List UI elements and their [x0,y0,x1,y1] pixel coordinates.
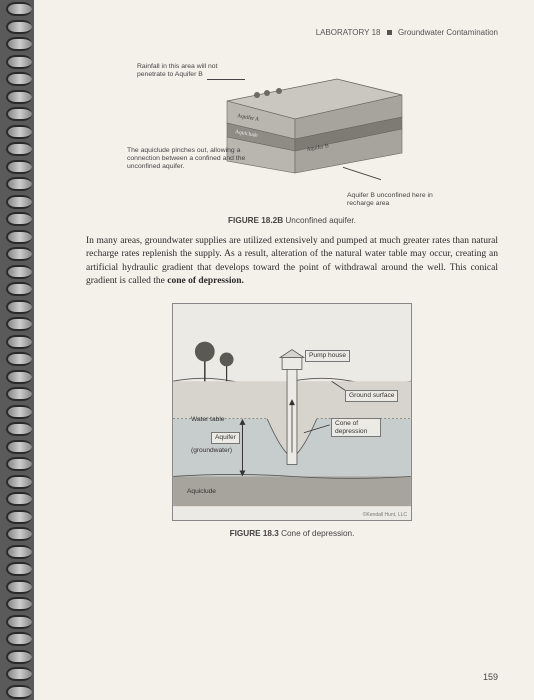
spiral-ring [6,107,32,121]
spiral-ring [6,247,32,261]
spiral-ring [6,457,32,471]
spiral-ring [6,55,32,69]
spiral-ring [6,597,32,611]
spiral-ring [6,632,32,646]
spiral-ring [6,405,32,419]
paragraph-text: In many areas, groundwater supplies are … [86,236,498,286]
spiral-ring [6,527,32,541]
label-aquiclude-2: Aquiclude [187,488,216,495]
label-pump-house: Pump house [305,350,350,362]
spiral-ring [6,475,32,489]
spiral-ring [6,90,32,104]
spiral-ring [6,650,32,664]
figure-18-3-wrap: Pump house Ground surface Aquifer Water … [172,303,412,538]
figure-18-2b: Rainfall in this area will not penetrate… [127,55,457,210]
spiral-ring [6,2,32,16]
spiral-ring [6,195,32,209]
spiral-ring [6,142,32,156]
figure-18-3-caption: FIGURE 18.3 Cone of depression. [172,529,412,538]
spiral-ring [6,230,32,244]
spiral-ring [6,685,32,699]
spiral-ring [6,37,32,51]
spiral-ring [6,370,32,384]
annot-recharge: Aquifer B unconfined here in recharge ar… [347,192,457,208]
spiral-ring [6,265,32,279]
spiral-ring [6,352,32,366]
caption-text: Unconfined aquifer. [285,216,356,225]
label-aquifer: Aquifer [211,432,240,444]
spiral-ring [6,562,32,576]
spiral-ring [6,72,32,86]
running-header: LABORATORY 18 Groundwater Contamination [86,28,498,37]
caption-bold-2: FIGURE 18.3 [230,529,279,538]
spiral-ring [6,545,32,559]
caption-bold: FIGURE 18.2B [228,216,283,225]
label-groundwater: (groundwater) [191,447,232,454]
spiral-ring [6,580,32,594]
spiral-ring [6,335,32,349]
textbook-page: LABORATORY 18 Groundwater Contamination … [30,0,534,700]
spiral-ring [6,667,32,681]
figure-18-2b-caption: FIGURE 18.2B Unconfined aquifer. [86,216,498,225]
spiral-binding [0,0,34,700]
header-lab: LABORATORY 18 [316,28,381,37]
annot-pinchout: The aquiclude pinches out, allowing a co… [127,147,247,170]
spiral-ring [6,160,32,174]
header-title: Groundwater Contamination [398,28,498,37]
annot-rainfall: Rainfall in this area will not penetrate… [137,63,219,79]
spiral-ring [6,125,32,139]
spiral-ring [6,615,32,629]
caption-text-2: Cone of depression. [281,529,354,538]
header-separator [387,30,392,35]
spiral-ring [6,300,32,314]
body-paragraph: In many areas, groundwater supplies are … [86,235,498,289]
figure-18-3: Pump house Ground surface Aquifer Water … [172,303,412,521]
label-cone: Cone of depression [331,418,381,438]
spiral-ring [6,212,32,226]
spiral-ring [6,387,32,401]
label-ground-surface: Ground surface [345,390,398,402]
spiral-ring [6,492,32,506]
spiral-ring [6,440,32,454]
spiral-ring [6,282,32,296]
spiral-ring [6,177,32,191]
paragraph-bold: cone of depression. [167,276,244,286]
page-number: 159 [483,672,498,682]
spiral-ring [6,422,32,436]
spiral-ring [6,510,32,524]
spiral-ring [6,20,32,34]
label-water-table: Water table [191,416,224,423]
figure-credit: ©Kendall Hunt, LLC [363,512,407,518]
spiral-ring [6,317,32,331]
